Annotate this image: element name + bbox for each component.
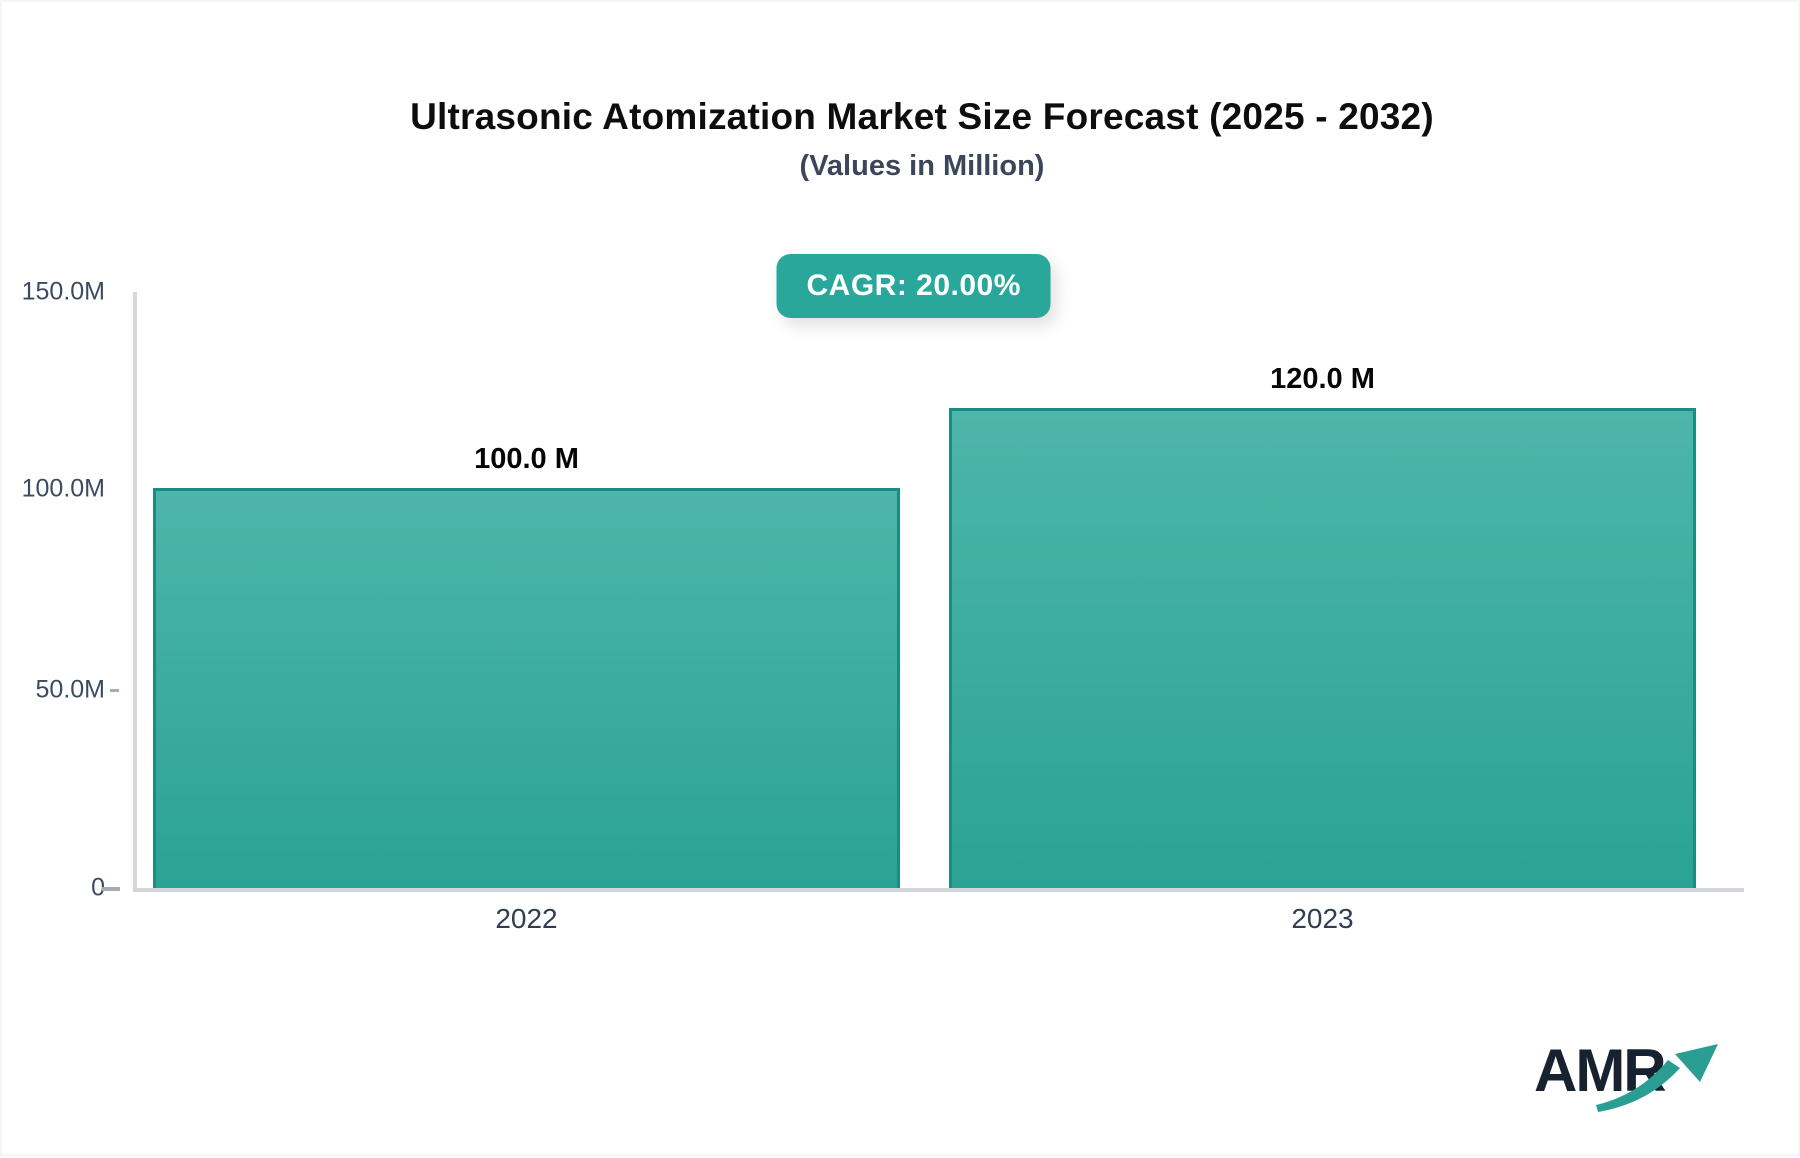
y-tick-mark-50m (110, 689, 119, 692)
bar-2022 (153, 488, 900, 888)
bar-value-label-2022: 100.0 M (474, 443, 579, 475)
chart-subtitle: (Values in Million) (799, 150, 1045, 182)
chart-title: Ultrasonic Atomization Market Size Forec… (410, 96, 1434, 137)
trending-up-arrow-icon (1596, 1044, 1718, 1112)
y-tick-label-100m: 100.0M (21, 474, 105, 503)
y-axis-line (133, 292, 137, 892)
y-tick-label-0: 0 (91, 873, 105, 902)
y-tick-mark-0 (102, 887, 120, 891)
y-tick-label-50m: 50.0M (35, 675, 105, 704)
y-tick-label-150m: 150.0M (21, 277, 105, 306)
bar-value-label-2023: 120.0 M (1270, 363, 1375, 395)
amr-logo: AMR (1534, 1036, 1724, 1120)
bar-2023 (949, 408, 1696, 888)
cagr-badge: CAGR: 20.00% (776, 254, 1051, 318)
x-axis-line (133, 888, 1744, 892)
x-axis-label-2023: 2023 (1291, 903, 1354, 934)
x-axis-label-2022: 2022 (495, 903, 558, 934)
